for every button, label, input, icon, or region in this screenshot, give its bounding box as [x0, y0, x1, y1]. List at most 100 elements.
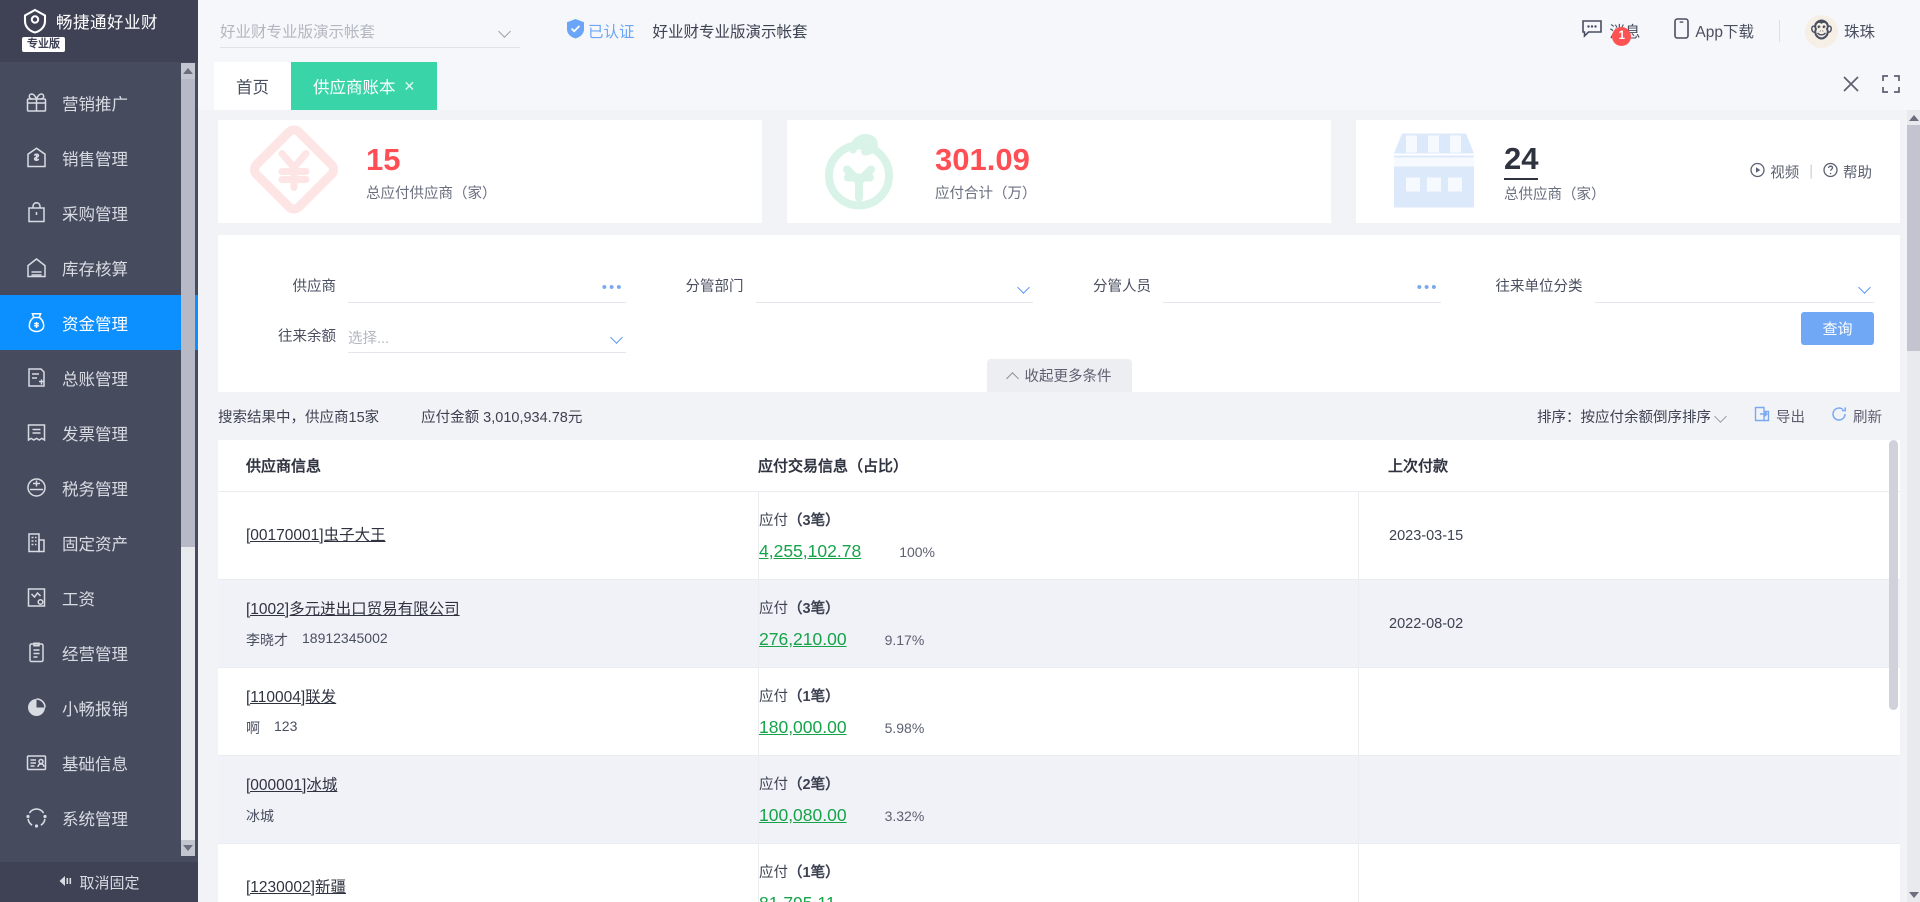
filter-label: 往来余额 [278, 329, 336, 345]
filter-label: 往来单位分类 [1495, 279, 1583, 295]
cell-supplier: [000001]冰城 冰城 [218, 756, 758, 843]
tab-home[interactable]: 首页 [214, 62, 291, 110]
tax-icon [25, 476, 48, 499]
payable-amount-link[interactable]: 180,000.00 [759, 717, 847, 737]
query-button[interactable]: 查询 [1801, 311, 1874, 345]
sidebar-scrollbar-thumb[interactable] [181, 79, 195, 547]
summary-bar: 搜索结果中，供应商15家 应付金额 3,010,934.78元 排序：按应付余额… [218, 392, 1900, 440]
sidebar-scrollbar-track[interactable] [181, 79, 195, 840]
close-icon[interactable]: ✕ [403, 77, 416, 94]
sidebar-item-tax[interactable]: 税务管理 [0, 460, 198, 515]
payable-amount-link[interactable]: 4,255,102.78 [759, 541, 862, 561]
sidebar-item-project[interactable]: 项目管理 [0, 62, 198, 75]
sidebar-item-system[interactable]: 系统管理 [0, 790, 198, 845]
close-icon[interactable] [1842, 75, 1860, 98]
supplier-link[interactable]: [00170001]虫子大王 [246, 526, 386, 544]
kpi-value: 15 [366, 141, 401, 177]
triangle-up-icon [183, 68, 193, 74]
house-dollar-icon [25, 146, 48, 169]
page-scrollbar[interactable] [1907, 110, 1920, 902]
sidebar-item-expense[interactable]: 小畅报销 [0, 680, 198, 735]
collapse-left-icon [58, 874, 75, 891]
sidebar-item-fixed-assets[interactable]: 固定资产 [0, 515, 198, 570]
ellipsis-icon[interactable]: ••• [1416, 278, 1439, 296]
system-dots-icon [25, 806, 48, 829]
sidebar-item-sales[interactable]: 销售管理 [0, 130, 198, 185]
table-row[interactable]: [110004]联发 啊 123 应付（1笔） 180,000.00 [218, 668, 1900, 756]
sidebar-item-payroll[interactable]: 工资 [0, 570, 198, 625]
supplier-link[interactable]: [1230002]新疆 [246, 878, 346, 896]
sidebar-scroll-down-button[interactable] [181, 840, 195, 856]
sidebar-item-invoice[interactable]: 发票管理 [0, 405, 198, 460]
supplier-link[interactable]: [1002]多元进出口贸易有限公司 [246, 601, 460, 618]
refresh-label: 刷新 [1853, 409, 1882, 426]
kpi-value[interactable]: 24 [1504, 140, 1539, 180]
verified-badge[interactable]: 已认证 [566, 18, 635, 44]
table-scrollbar-thumb[interactable] [1889, 440, 1898, 710]
cell-supplier: [1230002]新疆 [218, 844, 758, 902]
kpi-card-payable-total: 301.09 应付合计（万） [787, 120, 1331, 223]
refresh-icon [1831, 406, 1847, 426]
column-header-last-payment: 上次付款 [1388, 458, 1449, 475]
export-button[interactable]: 导出 [1754, 406, 1805, 427]
supplier-link[interactable]: [000001]冰城 [246, 777, 338, 794]
sidebar-item-operations[interactable]: 经营管理 [0, 625, 198, 680]
table-row[interactable]: [1002]多元进出口贸易有限公司 李晓才 18912345002 应付（3笔） [218, 580, 1900, 668]
sidebar-item-basic-info[interactable]: 基础信息 [0, 735, 198, 790]
supplier-input[interactable]: ••• [348, 272, 626, 303]
sidebar-item-marketing[interactable]: 营销推广 [0, 75, 198, 130]
page-scroll-down-button[interactable] [1907, 887, 1920, 902]
caret-up-icon [1007, 372, 1018, 379]
sidebar-item-label: 基础信息 [62, 755, 128, 774]
unit-category-select[interactable] [1594, 272, 1874, 303]
video-link[interactable]: 视频 [1750, 161, 1799, 182]
export-label: 导出 [1776, 409, 1805, 426]
department-select[interactable] [755, 272, 1033, 303]
payable-amount-link[interactable]: 81,795.11 [759, 893, 836, 902]
sidebar-item-ledger[interactable]: 总账管理 [0, 350, 198, 405]
balance-select[interactable]: 选择... [348, 322, 626, 353]
messages-button[interactable]: 消息 1 [1564, 19, 1657, 46]
contact-name: 李晓才 [246, 632, 288, 648]
money-bag-outline-icon [811, 121, 915, 222]
payable-diamond-icon [242, 121, 346, 222]
payable-count: （3笔） [788, 601, 840, 617]
supplier-link[interactable]: [110004]联发 [246, 689, 337, 706]
page-scroll-up-button[interactable] [1907, 110, 1920, 125]
sidebar-item-label: 固定资产 [62, 535, 128, 554]
payable-count-line: 应付（1笔） [759, 861, 1358, 885]
table-scrollbar-track[interactable] [1889, 440, 1898, 902]
sort-selector[interactable]: 排序：按应付余额倒序排序 [1537, 406, 1728, 427]
ellipsis-icon[interactable]: ••• [601, 278, 624, 296]
collapse-more-conditions-button[interactable]: 收起更多条件 [986, 359, 1132, 392]
account-set-select[interactable]: 好业财专业版演示帐套 [220, 14, 520, 48]
table-row[interactable]: [1230002]新疆 应付（1笔） 81,795.11 [218, 844, 1900, 902]
cell-supplier: [00170001]虫子大王 [218, 492, 758, 579]
tab-tools [1842, 62, 1900, 110]
table-row[interactable]: [00170001]虫子大王 应付（3笔） 4,255,102.78 100% [218, 492, 1900, 580]
tab-supplier-ledger[interactable]: 供应商账本 ✕ [291, 62, 438, 110]
refresh-button[interactable]: 刷新 [1831, 406, 1882, 427]
supplier-contact-meta: 啊 123 [246, 718, 758, 738]
building-icon [25, 531, 48, 554]
user-menu[interactable]: 🐵 珠珠 [1788, 14, 1892, 48]
help-link[interactable]: 帮助 [1823, 161, 1872, 182]
payable-count: （1笔） [788, 689, 840, 705]
unpin-sidebar-button[interactable]: 取消固定 [0, 862, 198, 902]
staff-input[interactable]: ••• [1163, 272, 1441, 303]
sidebar-item-funds[interactable]: 资金管理 [0, 295, 198, 350]
filter-grid: 供应商 ••• 分管部门 分管人员 [244, 253, 1874, 353]
page-scrollbar-thumb[interactable] [1907, 125, 1920, 351]
filter-staff: 分管人员 ••• [1059, 253, 1467, 303]
column-header-payable: 应付交易信息（占比） [758, 458, 909, 475]
table-row[interactable]: [000001]冰城 冰城 应付（2笔） 100,080.00 3.3 [218, 756, 1900, 844]
sidebar-item-purchase[interactable]: 采购管理 [0, 185, 198, 240]
fullscreen-icon[interactable] [1882, 74, 1900, 98]
app-download-button[interactable]: App下载 [1657, 18, 1771, 44]
payable-amount-link[interactable]: 276,210.00 [759, 629, 847, 649]
cell-payable: 应付（3笔） 4,255,102.78 100% [758, 492, 1358, 579]
diamond-eye-logo-icon [22, 8, 48, 34]
sidebar-item-inventory[interactable]: 库存核算 [0, 240, 198, 295]
payable-amount-link[interactable]: 100,080.00 [759, 805, 847, 825]
sidebar-scroll-up-button[interactable] [181, 63, 195, 79]
